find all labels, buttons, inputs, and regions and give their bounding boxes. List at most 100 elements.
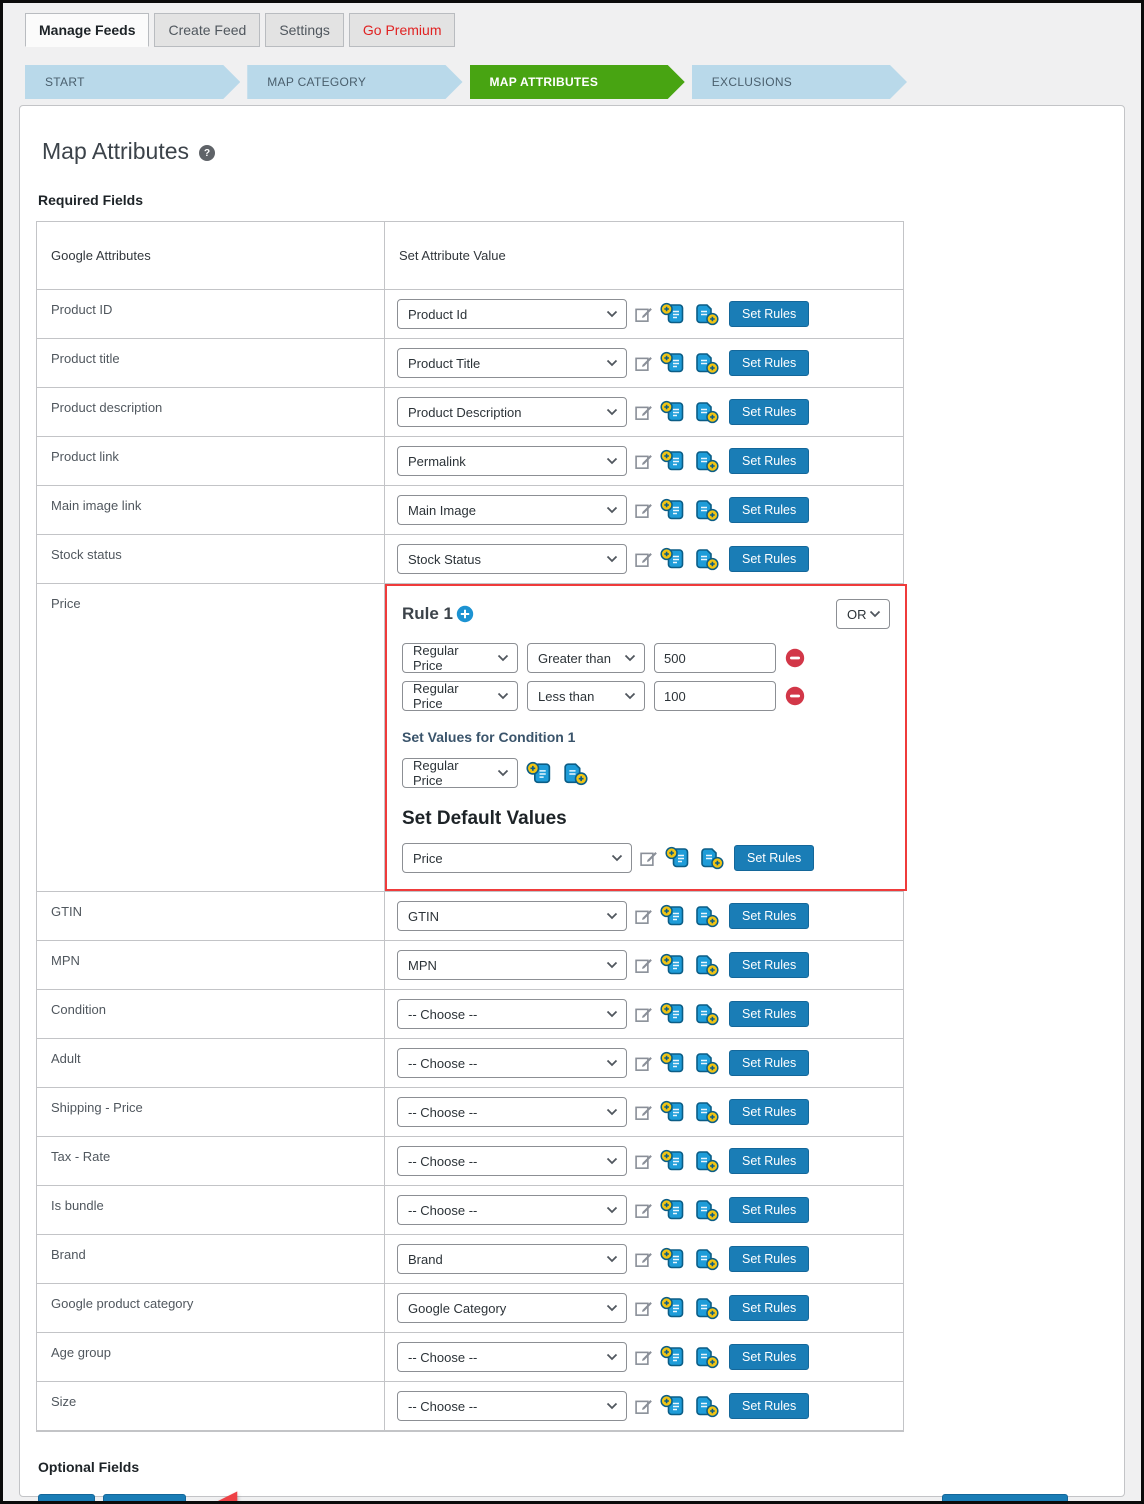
- attribute-value-select[interactable]: Product Title: [397, 348, 627, 378]
- attribute-value-select[interactable]: Brand: [397, 1244, 627, 1274]
- set-rules-button[interactable]: Set Rules: [729, 399, 810, 425]
- add-suffix-icon[interactable]: [693, 1002, 719, 1026]
- remove-condition-icon[interactable]: [785, 648, 805, 668]
- edit-icon[interactable]: [634, 403, 653, 422]
- edit-icon[interactable]: [634, 1397, 653, 1416]
- set-rules-button[interactable]: Set Rules: [729, 1001, 810, 1027]
- edit-icon[interactable]: [634, 1299, 653, 1318]
- add-prefix-icon[interactable]: [660, 1345, 686, 1369]
- add-prefix-icon[interactable]: [526, 761, 553, 786]
- add-suffix-icon[interactable]: [693, 351, 719, 375]
- attribute-value-select[interactable]: -- Choose --: [397, 1342, 627, 1372]
- add-suffix-icon[interactable]: [693, 498, 719, 522]
- set-rules-button[interactable]: Set Rules: [729, 1295, 810, 1321]
- add-suffix-icon[interactable]: [693, 1149, 719, 1173]
- add-suffix-icon[interactable]: [693, 1247, 719, 1271]
- attribute-value-select[interactable]: -- Choose --: [397, 1146, 627, 1176]
- tab-create-feed[interactable]: Create Feed: [154, 13, 261, 47]
- attribute-value-select[interactable]: -- Choose --: [397, 1097, 627, 1127]
- condition-value-input[interactable]: [654, 681, 776, 711]
- edit-icon[interactable]: [634, 1348, 653, 1367]
- condition-attribute-select[interactable]: Regular Price: [402, 643, 518, 673]
- add-suffix-icon[interactable]: [693, 1198, 719, 1222]
- edit-icon[interactable]: [634, 354, 653, 373]
- edit-icon[interactable]: [634, 956, 653, 975]
- add-prefix-icon[interactable]: [660, 449, 686, 473]
- remove-condition-icon[interactable]: [785, 686, 805, 706]
- edit-icon[interactable]: [634, 1054, 653, 1073]
- edit-icon[interactable]: [634, 1103, 653, 1122]
- add-prefix-icon[interactable]: [660, 547, 686, 571]
- attribute-value-select[interactable]: Product Description: [397, 397, 627, 427]
- add-suffix-icon[interactable]: [693, 449, 719, 473]
- step-start[interactable]: START: [25, 65, 240, 99]
- edit-icon[interactable]: [639, 849, 658, 868]
- condition-attribute-select[interactable]: Regular Price: [402, 681, 518, 711]
- attribute-value-select[interactable]: -- Choose --: [397, 1195, 627, 1225]
- tab-go-premium[interactable]: Go Premium: [348, 13, 456, 47]
- condition-value-input[interactable]: [654, 643, 776, 673]
- add-prefix-icon[interactable]: [660, 1002, 686, 1026]
- attribute-value-select[interactable]: Permalink: [397, 446, 627, 476]
- add-suffix-icon[interactable]: [693, 904, 719, 928]
- attribute-value-select[interactable]: -- Choose --: [397, 1048, 627, 1078]
- add-suffix-icon[interactable]: [561, 761, 588, 786]
- attribute-value-select[interactable]: Google Category: [397, 1293, 627, 1323]
- add-prefix-icon[interactable]: [660, 1051, 686, 1075]
- set-rules-button[interactable]: Set Rules: [729, 1393, 810, 1419]
- step-map-attributes[interactable]: MAP ATTRIBUTES: [470, 65, 685, 99]
- add-suffix-icon[interactable]: [693, 1051, 719, 1075]
- add-suffix-icon[interactable]: [698, 846, 724, 870]
- set-rules-button[interactable]: Set Rules: [729, 497, 810, 523]
- add-suffix-icon[interactable]: [693, 1100, 719, 1124]
- attribute-value-select[interactable]: -- Choose --: [397, 1391, 627, 1421]
- add-prefix-icon[interactable]: [660, 953, 686, 977]
- add-suffix-icon[interactable]: [693, 1296, 719, 1320]
- add-field-button[interactable]: Add Field: [102, 1493, 186, 1501]
- condition-operator-select[interactable]: Less than: [527, 681, 645, 711]
- add-prefix-icon[interactable]: [660, 1394, 686, 1418]
- add-prefix-icon[interactable]: [660, 1247, 686, 1271]
- add-prefix-icon[interactable]: [660, 1198, 686, 1222]
- set-rules-button[interactable]: Set Rules: [729, 1050, 810, 1076]
- set-rules-button[interactable]: Set Rules: [734, 845, 815, 871]
- add-suffix-icon[interactable]: [693, 400, 719, 424]
- back-button[interactable]: Back: [38, 1493, 95, 1501]
- set-rules-button[interactable]: Set Rules: [729, 1344, 810, 1370]
- set-values-attribute-select[interactable]: Regular Price: [402, 758, 518, 788]
- add-prefix-icon[interactable]: [660, 498, 686, 522]
- step-exclusions[interactable]: EXCLUSIONS: [692, 65, 907, 99]
- add-suffix-icon[interactable]: [693, 302, 719, 326]
- add-prefix-icon[interactable]: [660, 400, 686, 424]
- set-rules-button[interactable]: Set Rules: [729, 903, 810, 929]
- set-rules-button[interactable]: Set Rules: [729, 301, 810, 327]
- add-prefix-icon[interactable]: [660, 302, 686, 326]
- tab-settings[interactable]: Settings: [265, 13, 344, 47]
- edit-icon[interactable]: [634, 305, 653, 324]
- edit-icon[interactable]: [634, 1005, 653, 1024]
- tab-manage-feeds[interactable]: Manage Feeds: [25, 13, 150, 47]
- attribute-value-select[interactable]: GTIN: [397, 901, 627, 931]
- set-rules-button[interactable]: Set Rules: [729, 350, 810, 376]
- add-prefix-icon[interactable]: [660, 1296, 686, 1320]
- save-continue-button[interactable]: Save & Continue: [942, 1493, 1068, 1501]
- help-icon[interactable]: ?: [199, 145, 216, 161]
- add-prefix-icon[interactable]: [660, 1100, 686, 1124]
- add-suffix-icon[interactable]: [693, 547, 719, 571]
- default-value-select[interactable]: Price: [402, 843, 632, 873]
- rule-combinator-select[interactable]: OR: [836, 599, 890, 629]
- edit-icon[interactable]: [634, 1201, 653, 1220]
- attribute-value-select[interactable]: -- Choose --: [397, 999, 627, 1029]
- add-rule-icon[interactable]: [456, 605, 474, 623]
- condition-operator-select[interactable]: Greater than: [527, 643, 645, 673]
- edit-icon[interactable]: [634, 501, 653, 520]
- attribute-value-select[interactable]: Stock Status: [397, 544, 627, 574]
- add-prefix-icon[interactable]: [660, 351, 686, 375]
- set-rules-button[interactable]: Set Rules: [729, 546, 810, 572]
- edit-icon[interactable]: [634, 1250, 653, 1269]
- set-rules-button[interactable]: Set Rules: [729, 952, 810, 978]
- set-rules-button[interactable]: Set Rules: [729, 1246, 810, 1272]
- add-prefix-icon[interactable]: [660, 904, 686, 928]
- edit-icon[interactable]: [634, 452, 653, 471]
- step-map-category[interactable]: MAP CATEGORY: [247, 65, 462, 99]
